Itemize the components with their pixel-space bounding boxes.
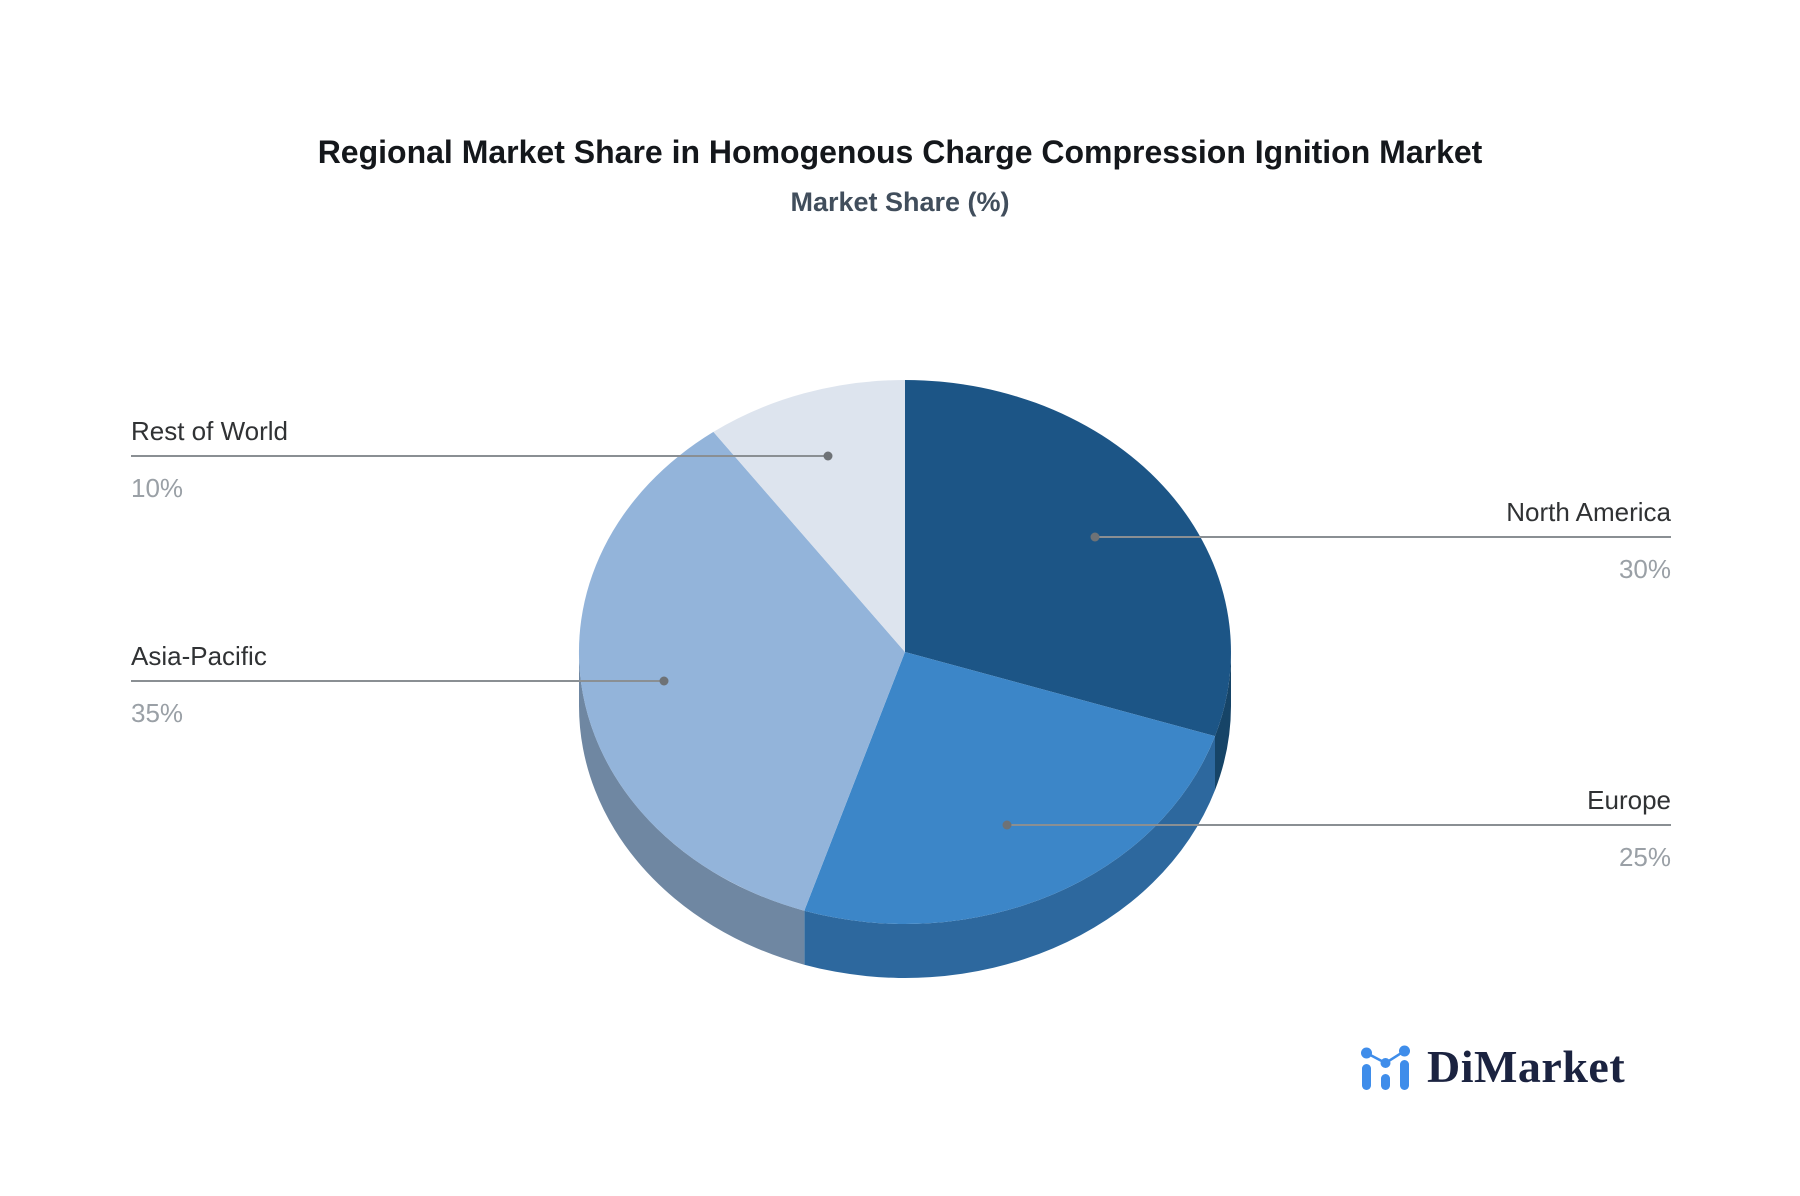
- pie-slice-side-north-america: [1215, 652, 1231, 791]
- slice-label-rest-of-world: Rest of World 10%: [131, 414, 551, 505]
- dimarket-logo-icon: [1361, 1045, 1410, 1090]
- leader-dot-rest-of-world: [823, 451, 833, 461]
- leader-dot-north-america: [1090, 532, 1100, 542]
- leader-dot-europe: [1002, 820, 1012, 830]
- slice-label-north-america: North America 30%: [1251, 495, 1671, 586]
- slice-name: Asia-Pacific: [131, 641, 267, 671]
- slice-value: 30%: [1618, 554, 1671, 584]
- pie-slice-asia-pacific[interactable]: [578, 431, 905, 911]
- leader-dot-asia-pacific: [659, 676, 669, 686]
- pie-slice-rest-of-world[interactable]: [713, 380, 905, 652]
- slice-label-asia-pacific: Asia-Pacific 35%: [131, 639, 551, 730]
- chart-subtitle: Market Share (%): [790, 187, 1010, 217]
- slice-label-europe: Europe 25%: [1251, 783, 1671, 874]
- dimarket-logo-text: DiMarket: [1427, 1041, 1626, 1092]
- slice-name: North America: [1506, 497, 1671, 527]
- pie-slice-side-europe: [804, 736, 1215, 978]
- pie-slice-europe[interactable]: [804, 652, 1215, 924]
- chart-title: Regional Market Share in Homogenous Char…: [317, 134, 1483, 170]
- slice-value: 25%: [1618, 842, 1671, 872]
- dimarket-logo: DiMarket: [1360, 1042, 1625, 1092]
- slice-name: Europe: [1587, 785, 1671, 815]
- slice-value: 10%: [131, 473, 184, 503]
- slice-name: Rest of World: [131, 416, 289, 446]
- pie-slice-side-asia-pacific: [579, 652, 805, 965]
- pie-slice-north-america[interactable]: [905, 380, 1231, 737]
- slice-value: 35%: [131, 698, 184, 728]
